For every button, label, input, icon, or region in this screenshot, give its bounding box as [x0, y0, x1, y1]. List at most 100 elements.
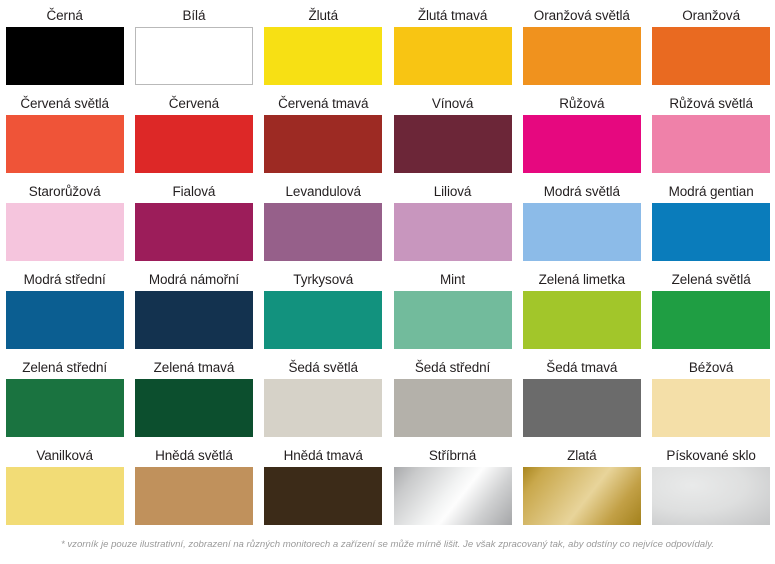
- swatch-cell[interactable]: Šedá střední: [388, 358, 517, 446]
- swatch-cell[interactable]: Starorůžová: [0, 182, 129, 270]
- swatch-label: Žlutá: [308, 8, 338, 23]
- swatch-label: Červená tmavá: [278, 96, 369, 111]
- swatch-color-chip[interactable]: [134, 379, 253, 437]
- swatch-color-chip[interactable]: [522, 467, 641, 525]
- swatch-label: Modrá světlá: [543, 184, 620, 199]
- swatch-label: Zelená střední: [22, 360, 108, 375]
- swatch-cell[interactable]: Šedá světlá: [259, 358, 388, 446]
- swatch-cell[interactable]: Žlutá: [259, 6, 388, 94]
- swatch-cell[interactable]: Zelená tmavá: [129, 358, 258, 446]
- swatch-color-chip[interactable]: [522, 27, 641, 85]
- swatch-cell[interactable]: Oranžová světlá: [517, 6, 646, 94]
- swatch-cell[interactable]: Žlutá tmavá: [388, 6, 517, 94]
- swatch-color-chip[interactable]: [134, 115, 253, 173]
- swatch-cell[interactable]: Stříbrná: [388, 446, 517, 534]
- swatch-label: Šedá tmavá: [546, 360, 618, 375]
- swatch-color-chip[interactable]: [652, 379, 771, 437]
- swatch-color-chip[interactable]: [393, 291, 512, 349]
- swatch-color-chip[interactable]: [393, 115, 512, 173]
- swatch-label: Černá: [46, 8, 83, 23]
- swatch-color-chip[interactable]: [522, 291, 641, 349]
- swatch-color-chip[interactable]: [134, 291, 253, 349]
- swatch-label: Modrá gentian: [668, 184, 754, 199]
- swatch-label: Fialová: [172, 184, 216, 199]
- swatch-cell[interactable]: Hnědá světlá: [129, 446, 258, 534]
- swatch-cell[interactable]: Liliová: [388, 182, 517, 270]
- swatch-label: Stříbrná: [428, 448, 477, 463]
- swatch-label: Oranžová: [682, 8, 740, 23]
- swatch-color-chip[interactable]: [134, 203, 253, 261]
- swatch-cell[interactable]: Modrá světlá: [517, 182, 646, 270]
- swatch-color-chip[interactable]: [393, 203, 512, 261]
- swatch-color-chip[interactable]: [264, 467, 383, 525]
- swatch-cell[interactable]: Černá: [0, 6, 129, 94]
- swatch-color-chip[interactable]: [264, 115, 383, 173]
- swatch-label: Liliová: [433, 184, 472, 199]
- swatch-cell[interactable]: Mint: [388, 270, 517, 358]
- swatch-color-chip[interactable]: [264, 291, 383, 349]
- swatch-cell[interactable]: Bílá: [129, 6, 258, 94]
- swatch-cell[interactable]: Červená tmavá: [259, 94, 388, 182]
- swatch-label: Hnědá tmavá: [283, 448, 363, 463]
- swatch-color-chip[interactable]: [134, 467, 253, 525]
- swatch-label: Modrá střední: [23, 272, 106, 287]
- swatch-color-chip[interactable]: [393, 467, 512, 525]
- swatch-cell[interactable]: Béžová: [646, 358, 775, 446]
- swatch-grid: Černá Bílá Žlutá Žlutá tmavá Oranžová světlá…: [0, 6, 775, 534]
- swatch-cell[interactable]: Zlatá: [517, 446, 646, 534]
- swatch-cell[interactable]: Tyrkysová: [259, 270, 388, 358]
- swatch-color-chip[interactable]: [264, 203, 383, 261]
- swatch-color-chip[interactable]: [393, 27, 512, 85]
- swatch-cell[interactable]: Vanilková: [0, 446, 129, 534]
- swatch-label: Žlutá tmavá: [417, 8, 488, 23]
- swatch-cell[interactable]: Červená: [129, 94, 258, 182]
- swatch-label: Červená světlá: [20, 96, 109, 111]
- swatch-color-chip[interactable]: [5, 291, 124, 349]
- swatch-cell[interactable]: Červená světlá: [0, 94, 129, 182]
- swatch-color-chip[interactable]: [393, 379, 512, 437]
- swatch-color-chip[interactable]: [5, 379, 124, 437]
- swatch-cell[interactable]: Modrá střední: [0, 270, 129, 358]
- swatch-label: Růžová: [559, 96, 605, 111]
- swatch-cell[interactable]: Zelená střední: [0, 358, 129, 446]
- swatch-color-chip[interactable]: [652, 291, 771, 349]
- swatch-color-chip[interactable]: [652, 27, 771, 85]
- swatch-color-chip[interactable]: [652, 203, 771, 261]
- swatch-cell[interactable]: Hnědá tmavá: [259, 446, 388, 534]
- swatch-color-chip[interactable]: [652, 115, 771, 173]
- swatch-cell[interactable]: Růžová světlá: [646, 94, 775, 182]
- swatch-color-chip[interactable]: [264, 27, 383, 85]
- swatch-color-chip[interactable]: [5, 203, 124, 261]
- swatch-color-chip[interactable]: [264, 379, 383, 437]
- swatch-label: Béžová: [688, 360, 734, 375]
- swatch-cell[interactable]: Oranžová: [646, 6, 775, 94]
- footnote-disclaimer: * vzorník je pouze ilustrativní, zobraze…: [60, 539, 715, 550]
- swatch-cell[interactable]: Vínová: [388, 94, 517, 182]
- swatch-color-chip[interactable]: [522, 115, 641, 173]
- swatch-label: Zelená limetka: [538, 272, 626, 287]
- swatch-color-chip[interactable]: [5, 115, 124, 173]
- swatch-label: Levandulová: [285, 184, 362, 199]
- swatch-color-chip[interactable]: [652, 467, 771, 525]
- swatch-color-chip[interactable]: [522, 379, 641, 437]
- swatch-cell[interactable]: Modrá gentian: [646, 182, 775, 270]
- swatch-label: Hnědá světlá: [155, 448, 233, 463]
- swatch-cell[interactable]: Levandulová: [259, 182, 388, 270]
- swatch-label: Pískované sklo: [666, 448, 756, 463]
- swatch-color-chip[interactable]: [5, 27, 124, 85]
- swatch-cell[interactable]: Zelená limetka: [517, 270, 646, 358]
- swatch-color-chip[interactable]: [134, 27, 253, 85]
- swatch-label: Zelená tmavá: [153, 360, 235, 375]
- swatch-label: Vínová: [431, 96, 474, 111]
- swatch-cell[interactable]: Zelená světlá: [646, 270, 775, 358]
- swatch-color-chip[interactable]: [522, 203, 641, 261]
- swatch-color-chip[interactable]: [5, 467, 124, 525]
- swatch-label: Šedá střední: [414, 360, 491, 375]
- swatch-cell[interactable]: Fialová: [129, 182, 258, 270]
- swatch-label: Červená: [168, 96, 220, 111]
- swatch-cell[interactable]: Růžová: [517, 94, 646, 182]
- swatch-cell[interactable]: Modrá námořní: [129, 270, 258, 358]
- swatch-cell[interactable]: Šedá tmavá: [517, 358, 646, 446]
- swatch-cell[interactable]: Pískované sklo: [646, 446, 775, 534]
